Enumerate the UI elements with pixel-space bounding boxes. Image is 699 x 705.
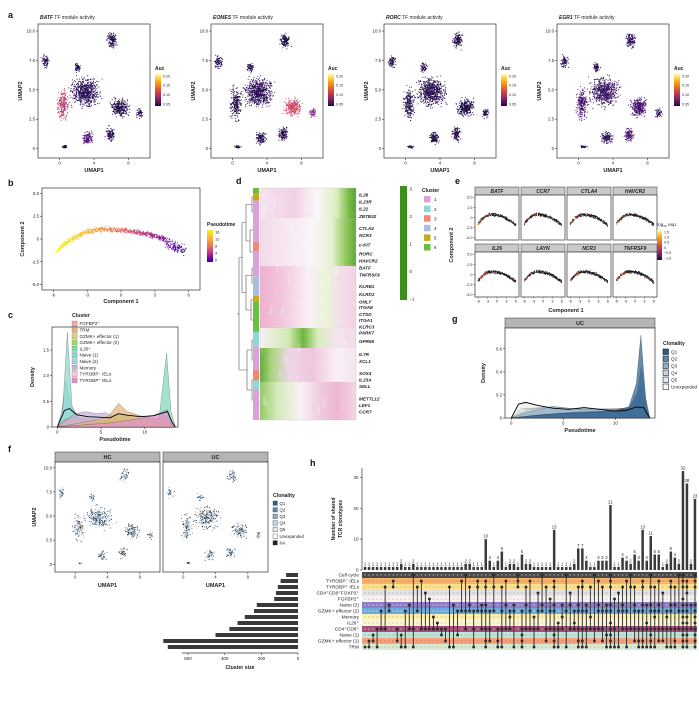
- svg-text:0.05: 0.05: [336, 102, 343, 106]
- svg-text:8: 8: [473, 160, 476, 165]
- svg-text:0.20: 0.20: [336, 74, 343, 78]
- svg-text:2.5: 2.5: [375, 117, 382, 122]
- svg-text:UMAP2: UMAP2: [191, 81, 197, 100]
- panel-e-label: e: [455, 176, 461, 186]
- svg-text:8: 8: [127, 160, 130, 165]
- svg-text:0.20: 0.20: [163, 74, 170, 78]
- svg-text:BATF TF module activity: BATF TF module activity: [40, 15, 95, 21]
- panel-c-label: c: [8, 310, 14, 320]
- svg-text:10.0: 10.0: [200, 29, 209, 34]
- svg-text:0: 0: [58, 160, 61, 165]
- svg-text:7.5: 7.5: [202, 58, 209, 63]
- svg-text:UMAP1: UMAP1: [84, 168, 103, 174]
- panel-b-label: b: [8, 178, 14, 188]
- svg-text:10.0: 10.0: [27, 29, 36, 34]
- svg-text:4: 4: [93, 160, 96, 165]
- panel-f-label: f: [8, 444, 11, 454]
- svg-text:8: 8: [300, 160, 303, 165]
- svg-text:0.10: 0.10: [163, 93, 170, 97]
- panel-d-label: d: [236, 176, 242, 186]
- svg-text:0: 0: [379, 146, 382, 151]
- svg-text:0: 0: [404, 160, 407, 165]
- svg-text:7.5: 7.5: [375, 58, 382, 63]
- svg-text:4: 4: [266, 160, 269, 165]
- svg-text:RORC TF module activity: RORC TF module activity: [386, 15, 443, 21]
- panel-g-label: g: [452, 314, 458, 324]
- svg-text:0.10: 0.10: [336, 93, 343, 97]
- svg-text:0.15: 0.15: [336, 84, 343, 88]
- svg-text:0: 0: [231, 160, 234, 165]
- svg-text:UMAP1: UMAP1: [257, 168, 276, 174]
- svg-text:0: 0: [33, 146, 36, 151]
- svg-text:UMAP2: UMAP2: [18, 81, 24, 100]
- svg-text:10.0: 10.0: [373, 29, 382, 34]
- panel-d-heatmap: IL26IL23RIL22ZBTB32CTLA4NCR3c-KITRORCHAV…: [237, 186, 439, 424]
- svg-text:UMAP2: UMAP2: [364, 81, 370, 100]
- panel-a-label: a: [8, 10, 14, 20]
- svg-text:2.5: 2.5: [202, 117, 209, 122]
- panel-g-plot: UC0 5 100.60.40.20PseudotimeDensityClonali…: [481, 317, 697, 434]
- svg-text:4: 4: [439, 160, 442, 165]
- svg-text:Auc: Auc: [328, 66, 338, 72]
- svg-text:0.05: 0.05: [163, 102, 170, 106]
- svg-text:2.5: 2.5: [29, 117, 36, 122]
- svg-text:5.0: 5.0: [29, 87, 36, 92]
- svg-text:EOMES TF module activity: EOMES TF module activity: [213, 15, 273, 21]
- svg-text:Auc: Auc: [155, 66, 165, 72]
- svg-text:UMAP1: UMAP1: [430, 168, 449, 174]
- panel-a-plot-RORC: RORC TF module activity 0 4 8 10.0 7.5 5.0 2.5 0…: [364, 15, 516, 174]
- panel-a-plot-EOMES: EOMES TF module activity 0 4 8 10.0 7.5 5.0 2.5…: [191, 15, 343, 174]
- svg-text:5.0: 5.0: [202, 87, 209, 92]
- panel-c-plot: 0 5 101.51.00.50PseudotimeDensityClusterFG…: [30, 313, 179, 443]
- svg-text:0.15: 0.15: [163, 84, 170, 88]
- panel-h-label: h: [310, 458, 316, 468]
- svg-text:5.0: 5.0: [375, 87, 382, 92]
- panel-a-plot-BATF: BATF TF module activity 0 4 8 10.0 7.5 5.0 2.5 0…: [18, 15, 170, 174]
- svg-text:0: 0: [206, 146, 209, 151]
- svg-text:7.5: 7.5: [29, 58, 36, 63]
